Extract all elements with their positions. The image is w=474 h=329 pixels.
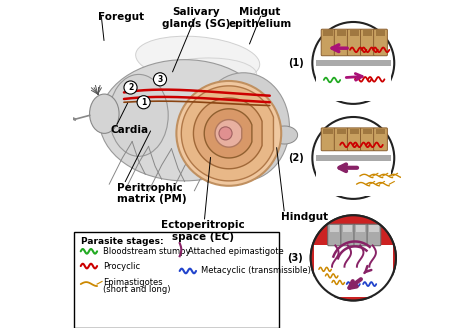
FancyBboxPatch shape xyxy=(321,128,335,151)
Ellipse shape xyxy=(176,81,281,186)
Polygon shape xyxy=(316,55,391,101)
Ellipse shape xyxy=(109,74,168,156)
FancyBboxPatch shape xyxy=(328,224,341,246)
FancyBboxPatch shape xyxy=(323,30,333,36)
FancyBboxPatch shape xyxy=(361,128,374,151)
Text: Metacyclic (transmissible): Metacyclic (transmissible) xyxy=(201,266,311,275)
Circle shape xyxy=(154,73,166,86)
Polygon shape xyxy=(215,120,242,147)
Polygon shape xyxy=(193,98,262,169)
Circle shape xyxy=(124,81,137,94)
Text: Peritrophic
matrix (PM): Peritrophic matrix (PM) xyxy=(118,183,187,204)
Text: Procyclic: Procyclic xyxy=(103,262,140,270)
FancyBboxPatch shape xyxy=(334,128,348,151)
FancyBboxPatch shape xyxy=(350,30,359,36)
FancyBboxPatch shape xyxy=(347,128,361,151)
FancyBboxPatch shape xyxy=(330,225,339,232)
Text: Foregut: Foregut xyxy=(98,12,144,22)
Text: Cardia: Cardia xyxy=(111,125,149,135)
Circle shape xyxy=(312,22,394,104)
Text: Ectoperitropic
space (EC): Ectoperitropic space (EC) xyxy=(161,220,245,242)
Polygon shape xyxy=(316,60,391,66)
FancyBboxPatch shape xyxy=(354,224,368,246)
Circle shape xyxy=(311,215,396,300)
Polygon shape xyxy=(316,155,391,161)
FancyBboxPatch shape xyxy=(369,225,379,232)
Ellipse shape xyxy=(198,73,290,181)
Text: (3): (3) xyxy=(287,253,302,263)
Ellipse shape xyxy=(219,127,232,140)
Circle shape xyxy=(311,215,396,300)
FancyBboxPatch shape xyxy=(376,30,385,36)
FancyBboxPatch shape xyxy=(350,129,359,134)
FancyBboxPatch shape xyxy=(361,29,374,56)
FancyBboxPatch shape xyxy=(343,225,352,232)
Ellipse shape xyxy=(152,58,256,94)
FancyBboxPatch shape xyxy=(376,129,385,134)
FancyBboxPatch shape xyxy=(356,225,365,232)
Polygon shape xyxy=(204,109,252,158)
FancyBboxPatch shape xyxy=(347,29,361,56)
Text: Attached epimastigote: Attached epimastigote xyxy=(188,247,283,256)
FancyBboxPatch shape xyxy=(323,129,333,134)
FancyBboxPatch shape xyxy=(341,224,355,246)
FancyBboxPatch shape xyxy=(337,129,346,134)
FancyBboxPatch shape xyxy=(337,30,346,36)
FancyBboxPatch shape xyxy=(374,29,387,56)
Ellipse shape xyxy=(90,94,119,133)
FancyBboxPatch shape xyxy=(74,232,279,328)
Circle shape xyxy=(137,96,150,109)
Text: Bloodstream stumpy: Bloodstream stumpy xyxy=(103,247,190,256)
Circle shape xyxy=(312,117,394,199)
Text: 3: 3 xyxy=(157,75,163,84)
Text: Hindgut: Hindgut xyxy=(281,212,328,222)
FancyBboxPatch shape xyxy=(321,29,335,56)
FancyBboxPatch shape xyxy=(363,30,372,36)
Text: (2): (2) xyxy=(288,153,304,163)
Text: (1): (1) xyxy=(288,58,304,68)
FancyBboxPatch shape xyxy=(363,129,372,134)
Text: 1: 1 xyxy=(141,98,146,107)
Ellipse shape xyxy=(100,60,270,181)
Polygon shape xyxy=(182,86,273,181)
Text: Epimastigotes: Epimastigotes xyxy=(103,278,162,287)
Text: Parasite stages:: Parasite stages: xyxy=(82,237,164,246)
FancyBboxPatch shape xyxy=(367,224,381,246)
Text: Salivary
glands (SG): Salivary glands (SG) xyxy=(162,7,230,29)
FancyBboxPatch shape xyxy=(334,29,348,56)
Ellipse shape xyxy=(136,36,260,83)
FancyBboxPatch shape xyxy=(374,128,387,151)
Text: Midgut
epithelium: Midgut epithelium xyxy=(228,7,292,29)
Polygon shape xyxy=(316,150,391,196)
Polygon shape xyxy=(314,245,392,297)
Text: (short and long): (short and long) xyxy=(103,286,170,294)
Text: 2: 2 xyxy=(128,83,133,92)
Ellipse shape xyxy=(272,126,298,144)
